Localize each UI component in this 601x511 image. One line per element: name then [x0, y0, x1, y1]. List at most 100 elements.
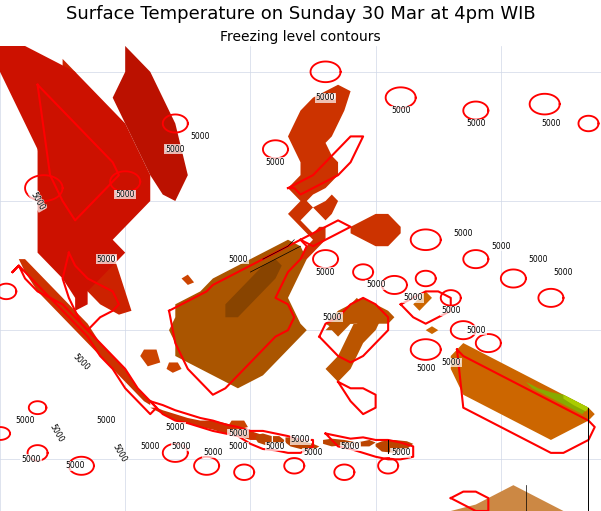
Text: 5000: 5000 [227, 442, 248, 451]
Text: 5000: 5000 [316, 93, 335, 102]
Text: 5000: 5000 [454, 229, 473, 238]
Text: 5000: 5000 [110, 442, 128, 463]
Text: 5000: 5000 [540, 119, 561, 128]
Text: 5000: 5000 [529, 254, 548, 264]
Polygon shape [37, 59, 132, 315]
Text: 5000: 5000 [165, 145, 186, 154]
Text: 5000: 5000 [265, 158, 286, 167]
Text: 5000: 5000 [96, 254, 117, 264]
Text: 5000: 5000 [15, 416, 35, 425]
Polygon shape [564, 395, 588, 411]
Text: 5000: 5000 [441, 306, 461, 315]
Text: 5000: 5000 [341, 442, 361, 451]
Text: 5000: 5000 [391, 448, 410, 457]
Text: 5000: 5000 [315, 268, 336, 276]
Text: 5000: 5000 [110, 442, 128, 464]
Text: 5000: 5000 [322, 313, 342, 322]
Polygon shape [426, 327, 438, 334]
Text: 5000: 5000 [22, 455, 41, 464]
Text: 5000: 5000 [390, 448, 411, 457]
Text: 5000: 5000 [553, 268, 574, 276]
Text: 5000: 5000 [97, 254, 116, 264]
Text: 5000: 5000 [466, 326, 486, 335]
Text: 5000: 5000 [47, 422, 66, 445]
Text: 5000: 5000 [115, 190, 135, 199]
Text: 5000: 5000 [191, 132, 210, 141]
Text: 5000: 5000 [172, 442, 191, 451]
Polygon shape [288, 85, 350, 259]
Text: 5000: 5000 [266, 442, 285, 451]
Polygon shape [169, 240, 307, 388]
Text: 5000: 5000 [228, 254, 248, 264]
Text: 5000: 5000 [115, 190, 136, 199]
Polygon shape [113, 46, 188, 201]
Text: Surface Temperature on Sunday 30 Mar at 4pm WIB: Surface Temperature on Sunday 30 Mar at … [66, 5, 535, 23]
Polygon shape [285, 437, 319, 450]
Polygon shape [166, 362, 182, 373]
Polygon shape [150, 408, 269, 440]
Text: 5000: 5000 [71, 352, 92, 373]
Text: 5000: 5000 [265, 442, 286, 451]
Polygon shape [376, 440, 413, 453]
Text: 5000: 5000 [190, 132, 211, 141]
Text: 5000: 5000 [228, 442, 248, 451]
Text: 5000: 5000 [554, 268, 573, 276]
Text: 5000: 5000 [403, 293, 423, 303]
Polygon shape [255, 433, 272, 445]
Text: 5000: 5000 [140, 442, 160, 451]
Text: 5000: 5000 [165, 145, 185, 154]
Text: 5000: 5000 [165, 423, 185, 432]
Text: 5000: 5000 [441, 306, 460, 315]
Text: 5000: 5000 [165, 423, 186, 432]
Text: 5000: 5000 [29, 190, 46, 212]
Text: 5000: 5000 [441, 358, 461, 367]
Text: 5000: 5000 [528, 254, 549, 264]
Polygon shape [182, 274, 194, 285]
Text: 5000: 5000 [390, 106, 411, 115]
Text: 5000: 5000 [21, 455, 41, 464]
Polygon shape [326, 298, 382, 382]
Polygon shape [273, 436, 284, 447]
Polygon shape [140, 350, 160, 366]
Text: 5000: 5000 [441, 358, 460, 367]
Text: 5000: 5000 [291, 435, 310, 445]
Text: 5000: 5000 [141, 442, 160, 451]
Text: 5000: 5000 [171, 442, 192, 451]
Text: 5000: 5000 [72, 353, 91, 373]
Polygon shape [225, 259, 282, 317]
Text: Freezing level contours: Freezing level contours [220, 30, 381, 44]
Text: 5000: 5000 [490, 242, 511, 251]
Polygon shape [229, 421, 248, 430]
Text: 5000: 5000 [304, 448, 323, 457]
Text: 5000: 5000 [65, 461, 85, 470]
Text: 5000: 5000 [203, 448, 224, 457]
Polygon shape [326, 298, 394, 328]
Text: 5000: 5000 [466, 119, 486, 128]
Text: 5000: 5000 [322, 313, 341, 322]
Polygon shape [19, 259, 150, 405]
Text: 5000: 5000 [416, 364, 436, 374]
Polygon shape [0, 46, 150, 311]
Text: 5000: 5000 [415, 364, 436, 374]
Text: 5000: 5000 [227, 429, 248, 438]
Text: 5000: 5000 [366, 281, 385, 289]
Text: 5000: 5000 [97, 416, 116, 425]
Polygon shape [413, 291, 432, 311]
Polygon shape [323, 438, 376, 447]
Polygon shape [526, 382, 588, 414]
Polygon shape [350, 214, 401, 246]
Text: 5000: 5000 [228, 429, 248, 438]
Text: 5000: 5000 [453, 229, 474, 238]
Text: 5000: 5000 [302, 448, 323, 457]
Text: 5000: 5000 [47, 423, 65, 444]
Text: 5000: 5000 [28, 190, 47, 212]
Text: 5000: 5000 [266, 158, 285, 167]
Text: 5000: 5000 [290, 435, 311, 445]
Text: 5000: 5000 [96, 416, 117, 425]
Polygon shape [451, 343, 595, 440]
Text: 5000: 5000 [465, 326, 486, 335]
Text: 5000: 5000 [203, 448, 222, 457]
Text: 5000: 5000 [391, 106, 410, 115]
Text: 5000: 5000 [227, 254, 248, 264]
Text: 5000: 5000 [365, 281, 386, 289]
